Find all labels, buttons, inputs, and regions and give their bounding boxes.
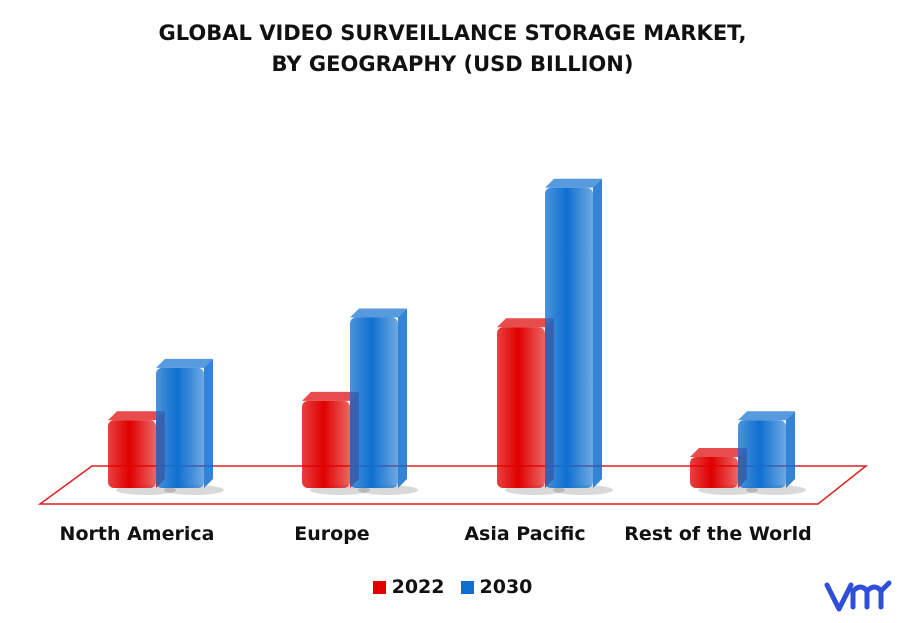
vmr-logo-icon xyxy=(824,580,892,612)
legend-item-2022: 2022 xyxy=(372,576,445,598)
legend: 2022 2030 xyxy=(0,576,905,598)
legend-swatch-2030 xyxy=(460,580,474,594)
bar-top-2030 xyxy=(545,178,602,188)
category-label: North America xyxy=(60,523,215,545)
category-label: Asia Pacific xyxy=(464,523,585,545)
bar-2022-europe xyxy=(302,400,350,488)
chart-floor xyxy=(37,465,869,505)
bar-top-2030 xyxy=(738,411,795,421)
bar-2022-rest-of-the-world xyxy=(690,457,738,488)
bar-2030-asia-pacific xyxy=(545,187,593,488)
bar-side-2030 xyxy=(398,308,407,488)
legend-item-2030: 2030 xyxy=(460,576,533,598)
bar-2022-asia-pacific xyxy=(497,327,545,488)
chart-title: GLOBAL VIDEO SURVEILLANCE STORAGE MARKET… xyxy=(0,18,905,80)
legend-swatch-2022 xyxy=(372,580,386,594)
chart-title-line1: GLOBAL VIDEO SURVEILLANCE STORAGE MARKET… xyxy=(158,21,747,45)
bar-2022-north-america xyxy=(108,420,156,488)
bar-top-2022 xyxy=(302,391,359,401)
bar-top-2022 xyxy=(108,411,165,421)
bar-top-2030 xyxy=(350,308,407,318)
legend-label-2022: 2022 xyxy=(391,576,445,598)
bar-side-2030 xyxy=(786,411,795,488)
chart-title-line2: BY GEOGRAPHY (USD BILLION) xyxy=(271,52,634,76)
bar-side-2030 xyxy=(204,358,213,488)
bar-top-2022 xyxy=(497,318,554,328)
bar-top-2022 xyxy=(690,448,747,457)
category-label: Europe xyxy=(294,523,369,545)
bar-side-2030 xyxy=(593,178,602,488)
bar-top-2030 xyxy=(156,358,213,368)
bar-2030-rest-of-the-world xyxy=(738,420,786,488)
bar-2030-north-america xyxy=(156,367,204,488)
legend-label-2030: 2030 xyxy=(479,576,533,598)
bar-2030-europe xyxy=(350,317,398,488)
category-label: Rest of the World xyxy=(624,523,811,545)
